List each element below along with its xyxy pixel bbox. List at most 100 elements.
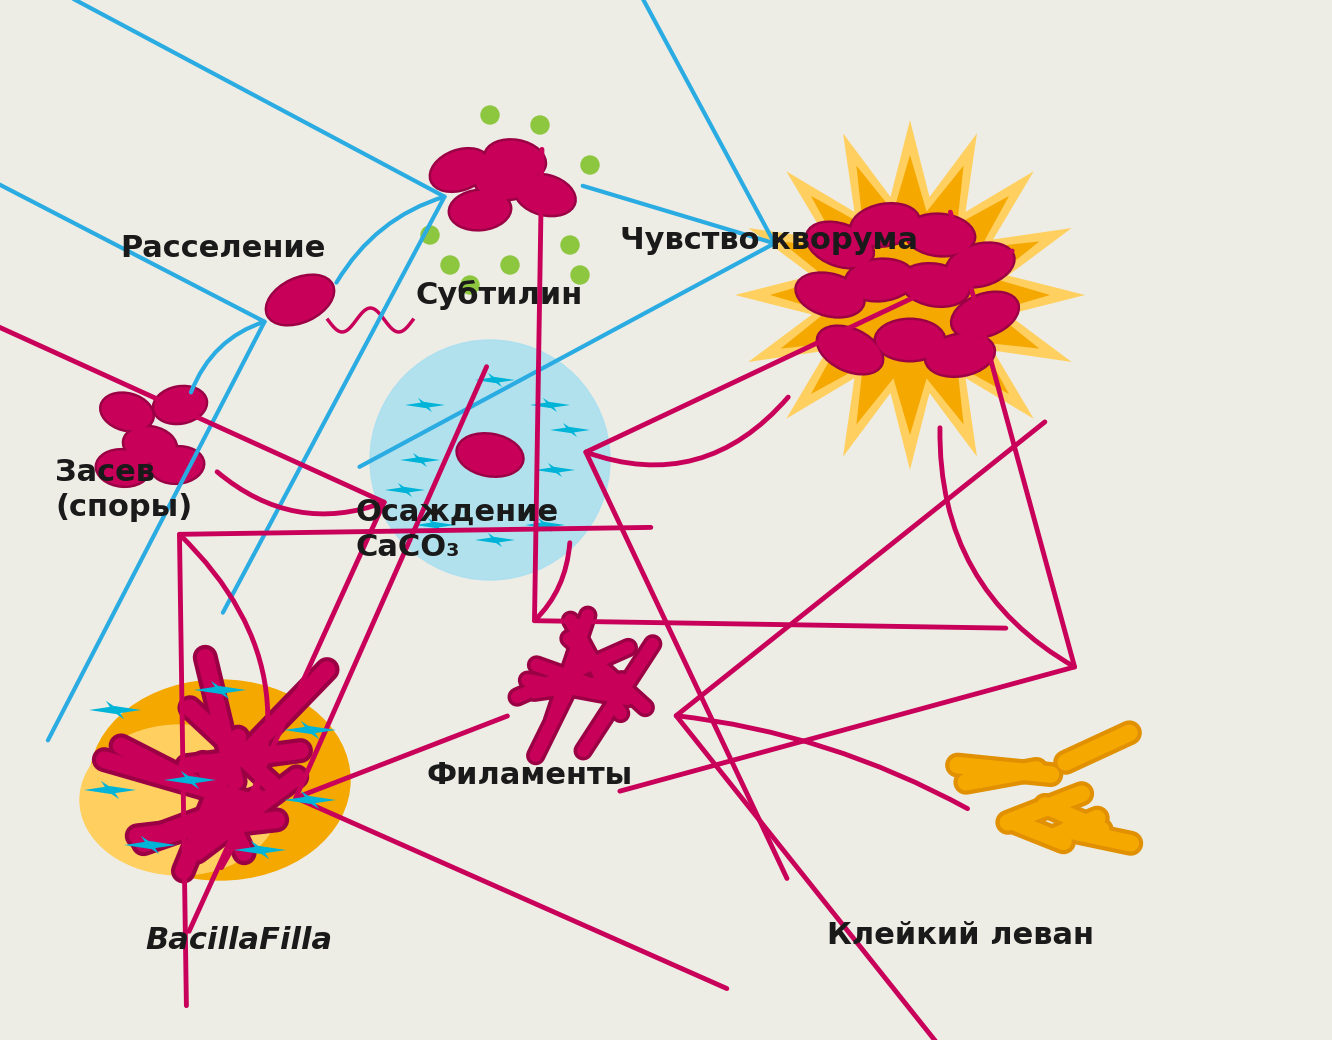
Polygon shape	[124, 841, 176, 849]
Text: Филаменты: Филаменты	[426, 760, 633, 789]
Circle shape	[571, 266, 589, 284]
Ellipse shape	[432, 150, 489, 190]
Polygon shape	[405, 402, 445, 408]
Ellipse shape	[807, 223, 872, 267]
Ellipse shape	[485, 140, 545, 180]
Ellipse shape	[450, 191, 510, 229]
Ellipse shape	[476, 161, 535, 199]
Ellipse shape	[265, 274, 336, 327]
Circle shape	[481, 106, 500, 124]
Ellipse shape	[99, 391, 155, 433]
Ellipse shape	[121, 424, 178, 465]
Ellipse shape	[794, 271, 866, 318]
Polygon shape	[234, 847, 286, 854]
Polygon shape	[476, 378, 515, 383]
FancyArrowPatch shape	[360, 0, 774, 467]
Ellipse shape	[848, 202, 922, 249]
Ellipse shape	[448, 188, 513, 232]
Ellipse shape	[124, 427, 176, 463]
Ellipse shape	[846, 260, 914, 301]
Ellipse shape	[152, 385, 208, 425]
FancyArrowPatch shape	[180, 527, 651, 1006]
Circle shape	[461, 276, 480, 294]
Ellipse shape	[797, 274, 863, 316]
Polygon shape	[164, 776, 216, 784]
Ellipse shape	[458, 435, 522, 475]
Polygon shape	[735, 120, 1086, 470]
FancyArrowPatch shape	[586, 251, 1012, 879]
Polygon shape	[418, 398, 432, 412]
Polygon shape	[525, 522, 565, 528]
Ellipse shape	[80, 725, 280, 875]
Circle shape	[370, 340, 610, 580]
Ellipse shape	[149, 445, 205, 485]
Ellipse shape	[902, 264, 968, 306]
Polygon shape	[385, 487, 425, 493]
Polygon shape	[488, 373, 502, 387]
Polygon shape	[488, 532, 502, 547]
Polygon shape	[210, 681, 229, 699]
Ellipse shape	[926, 335, 994, 375]
Text: Расселение: Расселение	[120, 234, 325, 262]
FancyArrowPatch shape	[619, 212, 1075, 791]
Ellipse shape	[947, 243, 1014, 286]
Text: Субтилин: Субтилин	[416, 280, 582, 310]
Polygon shape	[535, 467, 575, 473]
Polygon shape	[181, 771, 200, 789]
Polygon shape	[543, 398, 557, 412]
Text: Засев
(споры): Засев (споры)	[55, 458, 192, 522]
Ellipse shape	[482, 138, 547, 182]
Ellipse shape	[515, 175, 574, 215]
Polygon shape	[416, 522, 456, 528]
Ellipse shape	[906, 215, 974, 255]
Ellipse shape	[874, 317, 947, 363]
Text: BacillaFilla: BacillaFilla	[145, 926, 332, 955]
Ellipse shape	[101, 394, 153, 431]
Ellipse shape	[513, 173, 577, 217]
Ellipse shape	[818, 327, 882, 373]
Polygon shape	[284, 726, 336, 734]
Polygon shape	[530, 402, 570, 408]
Ellipse shape	[903, 212, 976, 258]
Circle shape	[531, 116, 549, 134]
Polygon shape	[84, 786, 136, 794]
Ellipse shape	[815, 324, 884, 375]
Ellipse shape	[266, 276, 333, 324]
Polygon shape	[101, 781, 119, 799]
Polygon shape	[476, 537, 515, 543]
Polygon shape	[413, 453, 428, 467]
Polygon shape	[284, 796, 336, 804]
Polygon shape	[141, 836, 160, 854]
Ellipse shape	[151, 447, 202, 483]
Ellipse shape	[97, 450, 149, 486]
Ellipse shape	[924, 332, 996, 379]
Ellipse shape	[899, 262, 971, 308]
FancyArrowPatch shape	[0, 307, 384, 932]
FancyArrowPatch shape	[28, 0, 445, 613]
Polygon shape	[547, 463, 562, 477]
Polygon shape	[400, 457, 440, 463]
Circle shape	[441, 256, 460, 274]
FancyArrowPatch shape	[296, 367, 727, 989]
FancyArrowPatch shape	[534, 150, 1006, 628]
Polygon shape	[89, 706, 141, 713]
Ellipse shape	[95, 448, 152, 488]
Ellipse shape	[155, 387, 205, 423]
Polygon shape	[550, 427, 590, 433]
FancyArrowPatch shape	[0, 105, 265, 740]
Ellipse shape	[876, 320, 944, 360]
Polygon shape	[301, 790, 320, 809]
Polygon shape	[301, 721, 320, 739]
Ellipse shape	[851, 205, 919, 245]
Polygon shape	[250, 840, 269, 859]
Ellipse shape	[91, 680, 350, 880]
Circle shape	[501, 256, 519, 274]
Text: Клейкий леван: Клейкий леван	[826, 920, 1094, 950]
Ellipse shape	[429, 147, 492, 193]
Circle shape	[421, 226, 440, 244]
Polygon shape	[428, 518, 442, 532]
Polygon shape	[770, 155, 1050, 435]
FancyArrowPatch shape	[677, 422, 1044, 1040]
Polygon shape	[398, 483, 412, 497]
Polygon shape	[538, 518, 551, 532]
